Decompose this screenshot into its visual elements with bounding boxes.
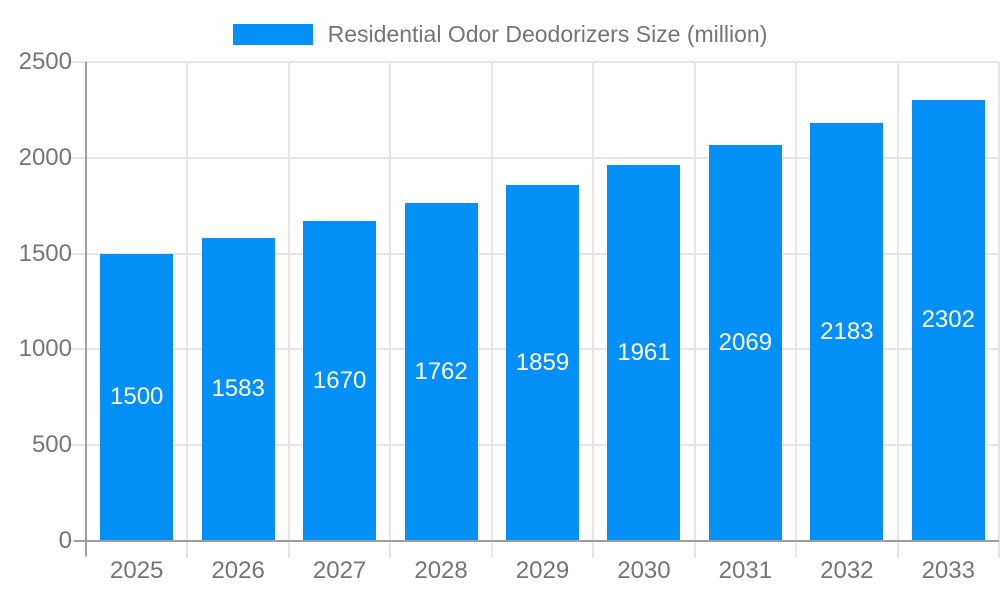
bar xyxy=(506,184,579,541)
chart-legend: Residential Odor Deodorizers Size (milli… xyxy=(0,20,1000,48)
x-axis-tick-label: 2033 xyxy=(921,557,975,584)
bar-value-label: 1500 xyxy=(110,383,164,411)
y-axis-tick-label: 1500 xyxy=(18,239,72,267)
y-axis-tick-label: 2000 xyxy=(18,143,72,171)
bar-value-label: 1583 xyxy=(211,375,265,403)
bar-value-label: 2183 xyxy=(820,317,874,345)
x-gridline xyxy=(186,62,189,558)
x-axis-tick-label: 2027 xyxy=(312,557,367,584)
x-gridline xyxy=(389,62,392,558)
bar xyxy=(708,144,782,541)
x-gridline xyxy=(896,62,899,558)
x-gridline xyxy=(490,62,493,558)
x-axis-tick-label: 2032 xyxy=(820,557,874,584)
bar xyxy=(303,221,377,541)
x-axis-tick-label: 2030 xyxy=(617,557,671,584)
y-axis-tick-label: 0 xyxy=(58,527,72,554)
y-axis-line xyxy=(85,62,87,556)
x-axis-tick-label: 2028 xyxy=(414,557,468,584)
bar xyxy=(201,237,275,541)
bar-value-label: 1670 xyxy=(312,367,367,394)
x-gridline xyxy=(693,62,696,558)
x-axis-tick-label: 2025 xyxy=(110,557,164,584)
legend-swatch xyxy=(232,23,313,45)
x-gridline xyxy=(998,62,1000,558)
x-gridline xyxy=(592,62,595,558)
y-axis-tick-label: 1000 xyxy=(18,335,72,363)
bar xyxy=(404,203,478,541)
bar-value-label: 2069 xyxy=(718,328,773,356)
x-gridline xyxy=(287,62,290,558)
x-axis-tick-label: 2026 xyxy=(211,557,265,584)
x-axis-tick-label: 2029 xyxy=(515,557,570,584)
bar xyxy=(607,165,681,541)
bar xyxy=(810,122,884,541)
y-gridline xyxy=(68,61,999,63)
bar-value-label: 1762 xyxy=(414,358,468,386)
x-gridline xyxy=(795,62,798,558)
y-axis-tick-label: 500 xyxy=(31,431,72,459)
bar xyxy=(911,99,985,541)
y-gridline xyxy=(68,156,999,159)
x-axis-tick-label: 2031 xyxy=(718,557,773,584)
x-axis-line xyxy=(74,540,999,542)
legend-label: Residential Odor Deodorizers Size (milli… xyxy=(327,20,768,47)
bar-value-label: 2302 xyxy=(921,306,975,334)
bar-value-label: 1961 xyxy=(617,339,671,367)
bar xyxy=(100,253,174,541)
y-axis-tick-label: 2500 xyxy=(18,48,72,75)
bar-value-label: 1859 xyxy=(515,348,570,376)
